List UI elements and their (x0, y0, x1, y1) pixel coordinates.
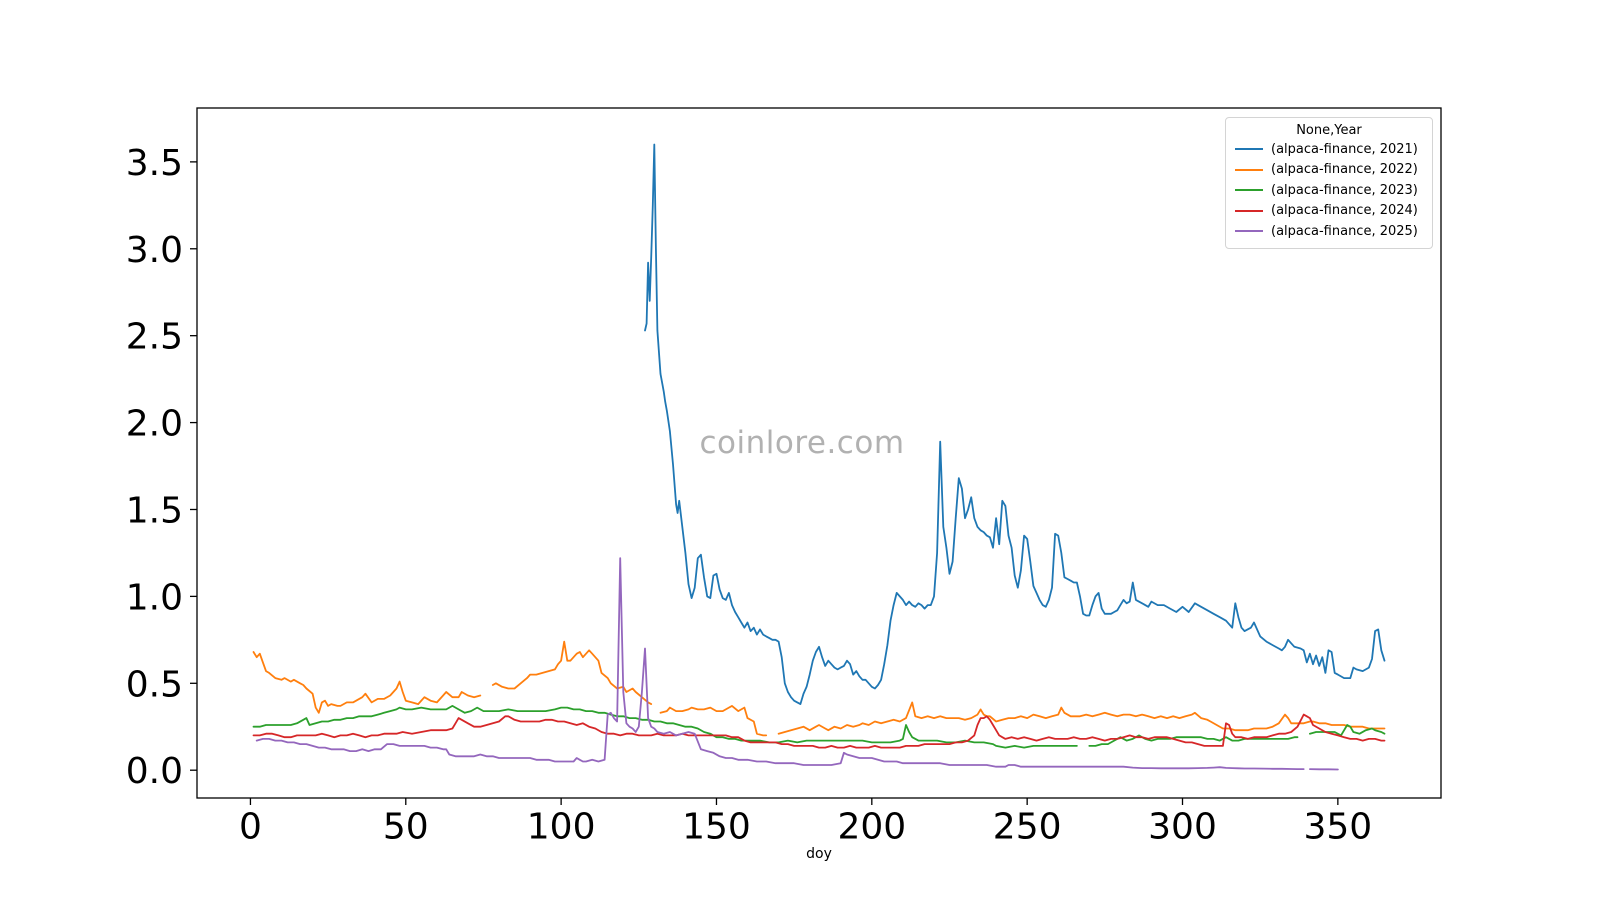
legend-entry-label: (alpaca-finance, 2022) (1271, 162, 1418, 178)
y-axis-tick-label: 1.5 (126, 490, 183, 531)
y-axis-tick-label: 3.5 (126, 143, 183, 184)
y-axis-tick-label: 2.0 (126, 404, 183, 445)
y-axis-tick-label: 2.5 (126, 317, 183, 358)
x-axis-tick-label: 50 (383, 807, 429, 848)
legend-entry: (alpaca-finance, 2021) (1226, 139, 1432, 160)
series-line-alpaca-finance-2023 (252, 705, 1386, 749)
watermark: coinlore.com (699, 425, 905, 461)
series-line-alpaca-finance-2021 (644, 143, 1386, 705)
legend-line-swatch (1235, 189, 1263, 192)
x-axis-tick-label: 150 (682, 807, 751, 848)
legend-entry-label: (alpaca-finance, 2021) (1271, 141, 1418, 157)
x-axis-tick-label: 250 (993, 807, 1062, 848)
plot-frame (196, 107, 1442, 799)
legend-entries: (alpaca-finance, 2021) (alpaca-finance, 2… (1226, 139, 1432, 242)
series-line-alpaca-finance-2022 (252, 640, 1386, 737)
legend-line-swatch (1235, 148, 1263, 151)
x-axis-label: doy (806, 846, 832, 862)
legend-line-swatch (1235, 209, 1263, 212)
x-axis-tick-label: 100 (527, 807, 596, 848)
legend-entry-label: (alpaca-finance, 2025) (1271, 223, 1418, 239)
legend-entry: (alpaca-finance, 2022) (1226, 160, 1432, 181)
legend-line-swatch (1235, 230, 1263, 233)
y-axis-tick-label: 0.0 (126, 751, 183, 792)
x-axis-tick-label: 200 (837, 807, 906, 848)
legend-entry: (alpaca-finance, 2024) (1226, 201, 1432, 222)
y-axis-tick-label: 3.0 (126, 230, 183, 271)
legend-title: None,Year (1296, 123, 1362, 138)
legend-entry: (alpaca-finance, 2025) (1226, 221, 1432, 242)
series-line-alpaca-finance-2024 (252, 713, 1386, 749)
legend-line-swatch (1235, 168, 1263, 171)
series-line-alpaca-finance-2025 (255, 557, 1339, 771)
x-axis-tick-label: 350 (1303, 807, 1372, 848)
y-axis-tick-label: 0.5 (126, 664, 183, 705)
legend: None,Year (alpaca-finance, 2021) (alpaca-… (1225, 117, 1433, 249)
x-axis-tick-label: 0 (239, 807, 262, 848)
legend-entry-label: (alpaca-finance, 2024) (1271, 203, 1418, 219)
x-axis-tick-label: 300 (1148, 807, 1217, 848)
y-axis-tick-label: 1.0 (126, 577, 183, 618)
legend-entry-label: (alpaca-finance, 2023) (1271, 182, 1418, 198)
legend-entry: (alpaca-finance, 2023) (1226, 180, 1432, 201)
